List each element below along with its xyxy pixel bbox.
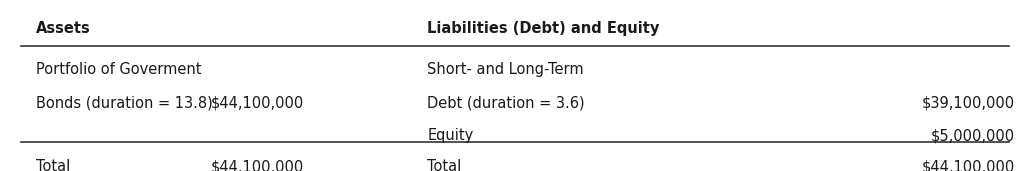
Text: $5,000,000: $5,000,000 — [930, 128, 1015, 143]
Text: Portfolio of Goverment: Portfolio of Goverment — [36, 62, 202, 77]
Text: Short- and Long-Term: Short- and Long-Term — [427, 62, 584, 77]
Text: Bonds (duration = 13.8): Bonds (duration = 13.8) — [36, 96, 213, 111]
Text: $39,100,000: $39,100,000 — [922, 96, 1015, 111]
Text: $44,100,000: $44,100,000 — [210, 96, 304, 111]
Text: Assets: Assets — [36, 21, 91, 36]
Text: $44,100,000: $44,100,000 — [921, 159, 1015, 171]
Text: Total: Total — [36, 159, 70, 171]
Text: Equity: Equity — [427, 128, 474, 143]
Text: $44,100,000: $44,100,000 — [210, 159, 304, 171]
Text: Debt (duration = 3.6): Debt (duration = 3.6) — [427, 96, 585, 111]
Text: Total: Total — [427, 159, 461, 171]
Text: Liabilities (Debt) and Equity: Liabilities (Debt) and Equity — [427, 21, 660, 36]
